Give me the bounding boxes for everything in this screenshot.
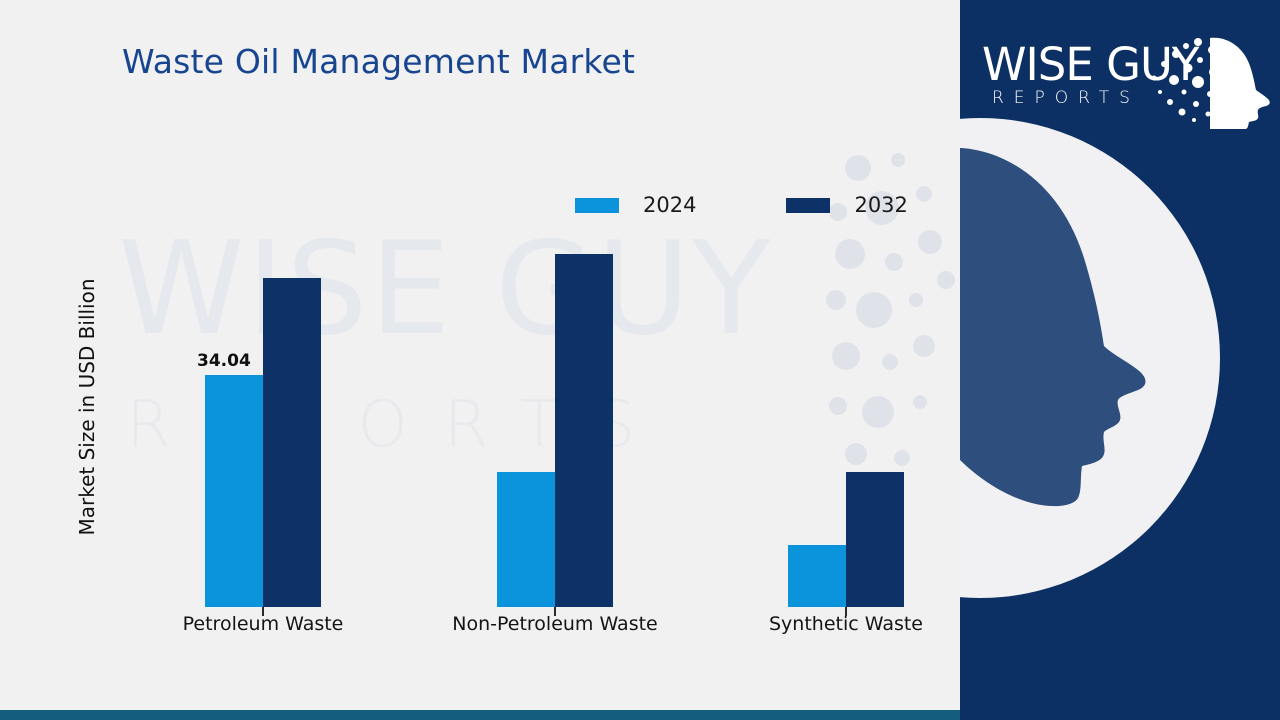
brand-logo[interactable]: WISE GUY REPORTS: [982, 36, 1272, 129]
legend-item-2032[interactable]: 2032: [786, 193, 908, 217]
page-title: Waste Oil Management Market: [122, 42, 636, 81]
bar-2032-non-petroleum-waste[interactable]: [555, 254, 613, 607]
legend-label-2024: 2024: [643, 193, 697, 217]
logo-head-dots-icon: [1151, 37, 1270, 129]
legend-item-2024[interactable]: 2024: [575, 193, 696, 217]
bar-2024-petroleum-waste[interactable]: [205, 375, 263, 607]
x-axis-tick-synthetic-waste: [845, 607, 847, 616]
bottom-accent-strip: [0, 710, 960, 720]
legend-swatch-icon-2024: [575, 197, 619, 213]
chart-legend: 2024 2032: [575, 193, 908, 217]
legend-swatch-icon-2032: [786, 197, 831, 213]
bar-2024-non-petroleum-waste[interactable]: [497, 472, 555, 607]
x-axis-label-petroleum-waste: Petroleum Waste: [182, 613, 344, 635]
x-axis-label-synthetic-waste: Synthetic Waste: [769, 613, 923, 635]
logo-reports-text: REPORTS: [992, 88, 1140, 108]
bar-2024-synthetic-waste[interactable]: [788, 545, 846, 607]
x-axis-tick-petroleum-waste: [262, 607, 264, 616]
bar-chart: 2024 2032 Market Size in USD Billion 34.…: [75, 193, 923, 635]
x-axis-label-non-petroleum-waste: Non-Petroleum Waste: [452, 613, 658, 635]
bar-value-label-petroleum-waste-2024: 34.04: [197, 351, 251, 371]
bar-2032-petroleum-waste[interactable]: [263, 278, 321, 607]
plot-area: 34.04 Petroleum Waste Non-Petroleum Wast…: [182, 254, 923, 635]
legend-label-2032: 2032: [854, 193, 908, 217]
bar-2032-synthetic-waste[interactable]: [846, 472, 904, 607]
x-axis-tick-non-petroleum-waste: [554, 607, 556, 616]
panel-head-silhouette-icon: [960, 148, 1172, 598]
